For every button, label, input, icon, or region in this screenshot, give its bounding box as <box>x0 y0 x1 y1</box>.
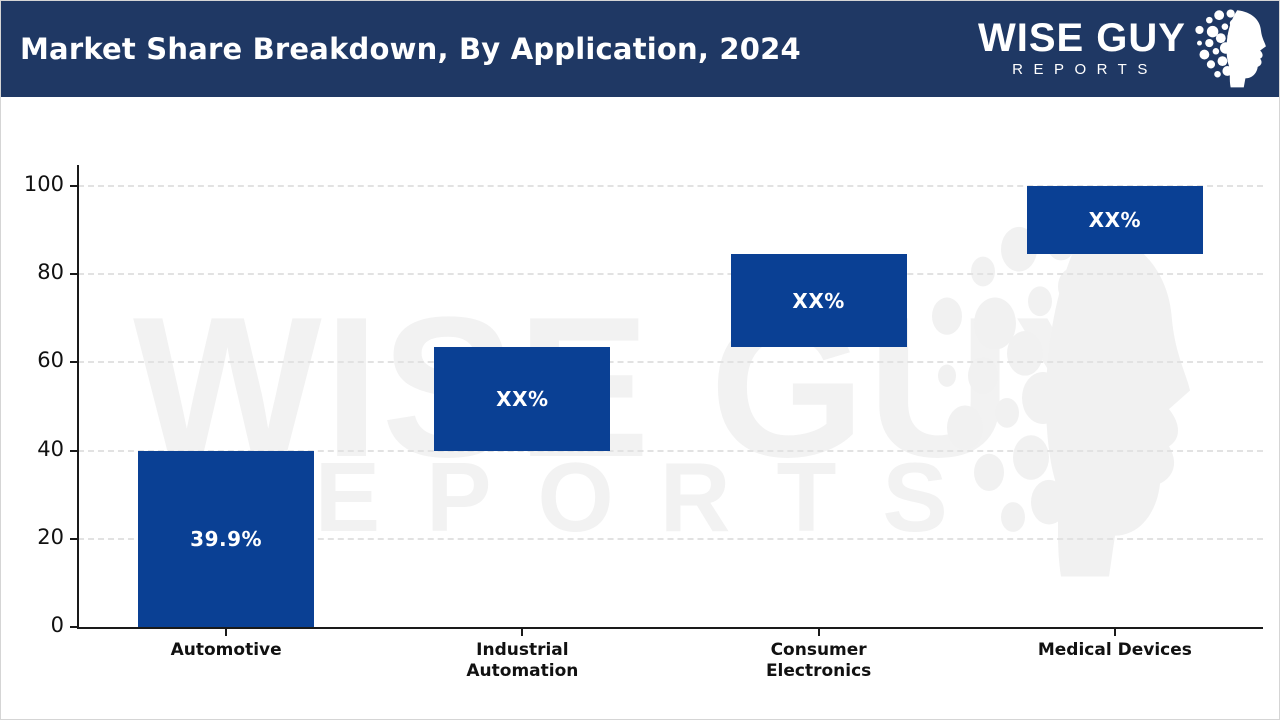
bar-value-label: XX% <box>792 288 845 313</box>
category-label-2: Consumer Electronics <box>765 640 872 682</box>
category-label-0: Automotive <box>170 640 282 660</box>
bar-value-label: XX% <box>1088 208 1142 233</box>
gridline-100 <box>78 185 1263 187</box>
y-tick-label-60: 60 <box>37 348 64 373</box>
x-axis-line <box>77 627 1263 629</box>
y-tick-mark-40 <box>70 449 78 452</box>
watermark-secondary-text: REPORTS <box>198 442 994 552</box>
bar-medical-devices: XX% <box>1026 186 1203 255</box>
logo-secondary-text: REPORTS <box>1012 61 1158 78</box>
category-label-1: Industrial Automation <box>466 640 579 682</box>
watermark-head-icon <box>932 223 1190 577</box>
gridline-40 <box>78 449 1263 452</box>
bar-automotive: 39.9% <box>138 451 315 627</box>
gridline-60 <box>78 361 1263 364</box>
y-tick-mark-20 <box>70 537 78 540</box>
y-tick-mark-60 <box>70 361 78 364</box>
bar-value-label: XX% <box>496 387 549 412</box>
y-tick-label-40: 40 <box>37 436 64 461</box>
y-tick-mark-100 <box>70 185 78 187</box>
x-tick-mark-2 <box>817 629 820 636</box>
gridline-20 <box>78 537 1263 540</box>
y-tick-label-0: 0 <box>50 613 64 637</box>
logo-primary-text: WISE GUY <box>977 16 1186 60</box>
x-tick-mark-3 <box>1113 629 1116 636</box>
header-bar: Market Share Breakdown, By Application, … <box>0 0 1280 97</box>
x-tick-mark-0 <box>225 629 228 636</box>
bar-consumer-electronics: XX% <box>730 254 907 348</box>
y-tick-label-80: 80 <box>37 260 64 285</box>
y-tick-mark-0 <box>70 626 78 628</box>
y-tick-label-20: 20 <box>37 524 64 549</box>
page-title: Market Share Breakdown, By Application, … <box>20 31 801 66</box>
y-tick-label-100: 100 <box>23 172 64 196</box>
bar-value-label: 39.9% <box>190 527 263 551</box>
logo-text: WISE GUY REPORTS <box>978 18 1186 78</box>
category-label-3: Medical Devices <box>1037 640 1192 660</box>
wiseguy-logo: WISE GUY REPORTS <box>978 5 1270 91</box>
x-tick-mark-1 <box>521 629 524 636</box>
y-axis-line <box>77 165 79 629</box>
wiseguy-head-icon <box>1195 9 1266 88</box>
bar-industrial-automation: XX% <box>434 347 611 452</box>
gridline-80 <box>78 273 1263 276</box>
y-tick-mark-80 <box>70 273 78 276</box>
